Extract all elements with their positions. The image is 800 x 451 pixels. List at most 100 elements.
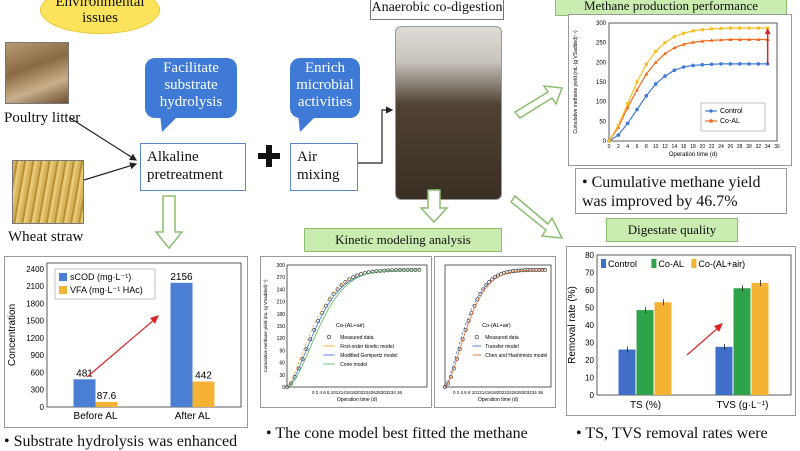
improvement-arrow-head	[764, 28, 771, 35]
data-point	[747, 62, 751, 66]
data-point	[756, 26, 760, 30]
bullet: •	[4, 433, 10, 450]
methane-result-text: Cumulative methane yield was improved by…	[582, 174, 761, 210]
digestate-bar-chart: 0 10 20 30 40 50 60 70 80 Removal rate (%) TS (%) T…	[567, 251, 792, 411]
data-point	[700, 62, 705, 67]
x-tick-label: 30	[746, 144, 752, 150]
data-point	[719, 26, 723, 31]
bar	[636, 310, 654, 395]
data-point	[700, 39, 705, 43]
legend-label: Measured data	[485, 335, 519, 341]
data-point	[626, 102, 630, 106]
data-point	[635, 107, 639, 112]
data-point	[644, 62, 648, 66]
y-tick-label: 210	[277, 300, 286, 306]
concentration-chart-panel: 0 300 600 900 1200 1500 1800 2100 2400 Concentrat…	[4, 256, 248, 428]
data-point	[682, 31, 686, 35]
digester-bottle-photo	[395, 26, 502, 200]
y-tick-label: 300	[277, 263, 286, 269]
bar	[618, 349, 636, 395]
trend-arrow-head	[150, 315, 159, 324]
x-tick-label: 0 2 4 6 8 10121416182022242628303234 36	[312, 390, 403, 395]
y-tick-label: 2400	[26, 265, 44, 274]
bar	[170, 282, 193, 407]
measured-point	[339, 283, 344, 288]
legend-marker	[709, 119, 713, 123]
data-point	[728, 37, 733, 42]
measured-point	[285, 385, 289, 389]
kinetic-chart-right: 0 2 4 6 8 10121416182022242628303234 36 O…	[443, 264, 552, 403]
x-tick-label: After AL	[175, 411, 211, 422]
data-point	[663, 41, 667, 45]
y-tick-label: 900	[31, 351, 45, 360]
alkaline-pretreatment-box: Alkaline pretreatment	[140, 143, 246, 191]
x-tick-label: 16	[681, 144, 687, 150]
legend-box	[54, 268, 156, 300]
wheat-straw-photo	[12, 160, 84, 224]
y-axis-label: Removal rate (%)	[567, 286, 578, 364]
measured-point	[443, 385, 447, 389]
substrate-hydrolysis-text-content: Substrate hydrolysis was enhanced	[13, 433, 238, 450]
cone-model-text-content: The cone model best fitted the methane	[275, 425, 528, 442]
cone-model-text: • The cone model best fitted the methane	[266, 424, 556, 443]
measured-point	[370, 269, 375, 274]
kinetic-chart-left-panel: 0 30 60 90 120 150 180 210 240 270 300 Cumulative m…	[260, 256, 432, 408]
bubble-tail	[298, 114, 318, 132]
y-tick-label: 30	[585, 339, 594, 348]
x-tick-label: 6	[636, 144, 639, 150]
model-curve	[286, 269, 420, 388]
bar	[751, 283, 769, 395]
y-tick-label: 60	[279, 361, 285, 367]
data-point	[691, 29, 695, 33]
bar	[73, 379, 96, 407]
plot-frame	[286, 264, 428, 388]
plot-frame	[444, 264, 552, 388]
plot-frame	[46, 262, 242, 408]
trend-arrow-head	[714, 323, 723, 332]
data-point	[681, 65, 686, 69]
wheat-straw-label: Wheat straw	[8, 229, 84, 245]
data-point	[691, 40, 695, 44]
legend-label: Co-AL	[658, 259, 684, 269]
bar	[715, 346, 733, 395]
plot-frame	[596, 254, 792, 396]
x-tick-label: 36	[774, 144, 780, 150]
legend-label: Cone model	[340, 362, 367, 368]
data-point	[616, 133, 621, 137]
legend-label: Control	[608, 259, 637, 269]
x-tick-label: 14	[672, 144, 678, 150]
data-point	[709, 38, 714, 42]
y-tick-label: 240	[277, 287, 286, 293]
legend-label: Chen and Hashimoto model	[485, 353, 547, 359]
data-point	[654, 49, 658, 53]
bullet: •	[582, 174, 588, 191]
data-point	[663, 51, 667, 56]
data-point	[625, 105, 630, 110]
legend-label: Co-AL	[720, 118, 740, 125]
methane-result-box: • Cumulative methane yield was improved …	[575, 168, 787, 214]
data-label: 481	[76, 368, 93, 379]
y-tick-label: 0	[282, 385, 285, 391]
x-tick-label: 20	[700, 144, 706, 150]
data-point	[756, 37, 761, 42]
kinetic-chart-right-panel: 0 2 4 6 8 10121416182022242628303234 36 O…	[434, 256, 556, 408]
data-point	[672, 68, 677, 72]
kinetic-modeling-title: Kinetic modeling analysis	[304, 228, 502, 252]
data-point	[728, 62, 733, 66]
legend-swatch	[59, 273, 67, 281]
data-point	[653, 82, 658, 86]
data-point	[616, 123, 620, 127]
bullet: •	[576, 425, 582, 442]
data-point	[644, 72, 649, 76]
y-tick-label: 300	[31, 386, 45, 395]
concentration-bar-chart: 0 300 600 900 1200 1500 1800 2100 2400 Concentrat…	[7, 262, 242, 422]
y-tick-label: 300	[596, 21, 607, 27]
x-tick-label: TVS (g·L⁻¹)	[717, 400, 769, 411]
legend-swatch	[651, 259, 657, 268]
data-point	[691, 63, 695, 68]
legend-label: Measured data	[340, 335, 374, 341]
y-tick-label: 70	[585, 269, 594, 278]
chart-title: Co-(AL+air)	[482, 323, 511, 329]
